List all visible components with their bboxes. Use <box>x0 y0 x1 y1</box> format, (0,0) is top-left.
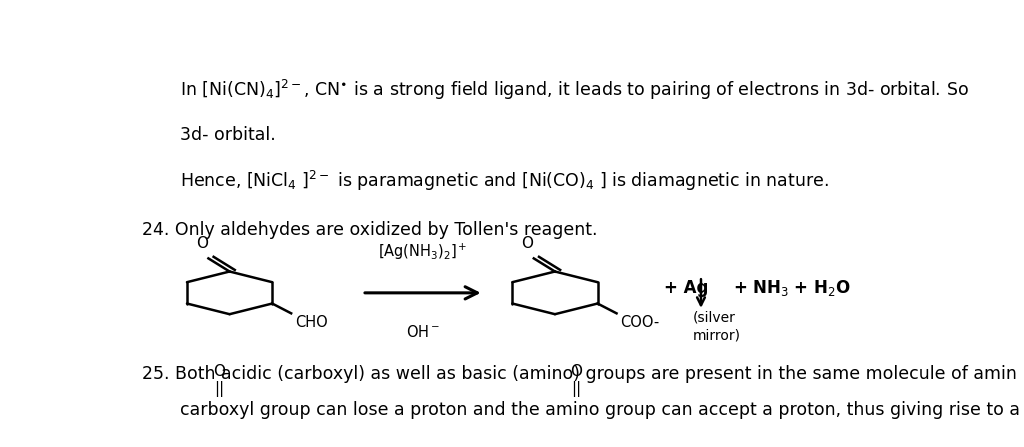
Text: CHO: CHO <box>295 315 328 330</box>
Text: + Ag: + Ag <box>664 279 708 297</box>
Text: 25. Both acidic (carboxyl) as well as basic (amino) groups are present in the sa: 25. Both acidic (carboxyl) as well as ba… <box>142 365 1017 383</box>
Text: ||: || <box>571 381 582 396</box>
Text: O: O <box>196 236 208 251</box>
Text: ||: || <box>214 381 224 396</box>
Text: carboxyl group can lose a proton and the amino group can accept a proton, thus g: carboxyl group can lose a proton and the… <box>179 401 1024 419</box>
Text: COO-: COO- <box>621 315 659 330</box>
Text: Hence, [NiCl$_4$ ]$^{2-}$ is paramagnetic and [Ni(CO)$_4$ ] is diamagnetic in na: Hence, [NiCl$_4$ ]$^{2-}$ is paramagneti… <box>179 169 828 193</box>
Text: 3d- orbital.: 3d- orbital. <box>179 126 275 144</box>
Text: 24. Only aldehydes are oxidized by Tollen's reagent.: 24. Only aldehydes are oxidized by Tolle… <box>142 220 598 239</box>
Text: O: O <box>213 364 225 379</box>
Text: OH$^-$: OH$^-$ <box>407 324 440 340</box>
Text: O: O <box>570 364 583 379</box>
Text: [Ag(NH$_3$)$_2$]$^+$: [Ag(NH$_3$)$_2$]$^+$ <box>379 241 468 262</box>
Text: + NH$_3$ + H$_2$O: + NH$_3$ + H$_2$O <box>733 278 851 299</box>
Text: In [Ni(CN)$_4$]$^{2-}$, CN$^{\bullet}$ is a strong field ligand, it leads to pai: In [Ni(CN)$_4$]$^{2-}$, CN$^{\bullet}$ i… <box>179 78 969 102</box>
Text: O: O <box>521 236 534 251</box>
Text: (silver
mirror): (silver mirror) <box>693 310 741 342</box>
